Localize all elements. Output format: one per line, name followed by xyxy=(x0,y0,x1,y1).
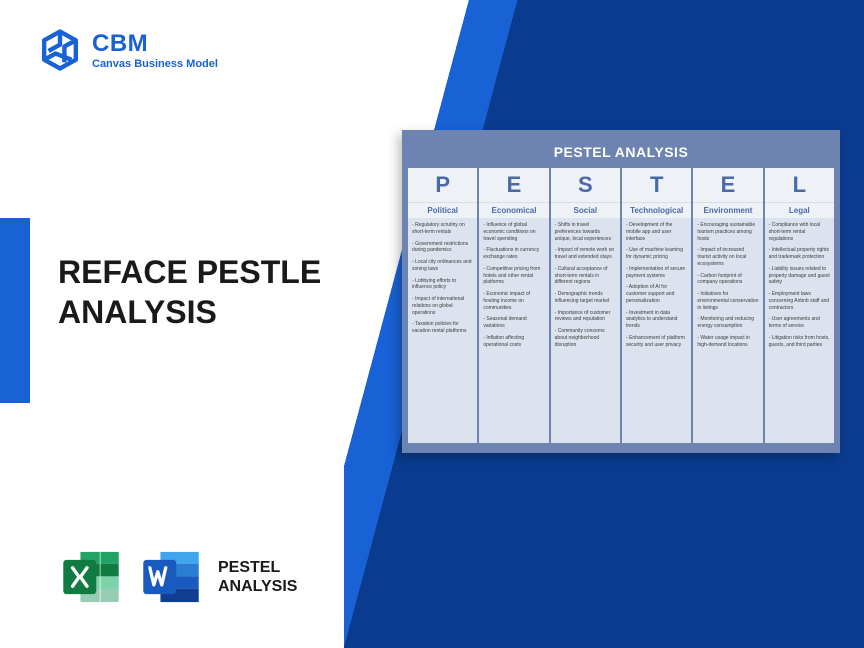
list-item: Inflation affecting operational costs xyxy=(483,335,544,349)
list-item: Initiatives for environmental conservati… xyxy=(697,291,758,311)
list-item: Intellectual property rights and tradema… xyxy=(769,247,830,261)
list-item: Importance of customer reviews and reput… xyxy=(555,310,616,324)
list-item: User agreements and terms of service xyxy=(769,316,830,330)
list-item: Water usage impact in high-demand locati… xyxy=(697,335,758,349)
column-items: Shifts in travel preferences towards uni… xyxy=(551,218,620,443)
cbm-logo-icon xyxy=(38,28,82,72)
excel-icon xyxy=(58,544,124,610)
column-items: Influence of global economic conditions … xyxy=(479,218,548,443)
list-item: Regulatory scrutiny on short-term rental… xyxy=(412,222,473,236)
list-item: Encouraging sustainable tourism practice… xyxy=(697,222,758,242)
column-letter: L xyxy=(765,168,834,202)
title-line-2: ANALYSIS xyxy=(58,292,321,332)
column-letter: P xyxy=(408,168,477,202)
list-item: Influence of global economic conditions … xyxy=(483,222,544,242)
pestel-grid: PPolitical Regulatory scrutiny on short-t… xyxy=(408,168,834,443)
pestel-column: TTechnological Development of the mobile … xyxy=(622,168,691,443)
accent-bar xyxy=(0,218,30,403)
list-item: Community concerns about neighborhood di… xyxy=(555,328,616,348)
list-item: Compliance with local short-term rental … xyxy=(769,222,830,242)
list-item: Impact of remote work on travel and exte… xyxy=(555,247,616,261)
pestel-column: EEconomical Influence of global economic … xyxy=(479,168,548,443)
list-item: Impact of increased tourist activity on … xyxy=(697,247,758,267)
list-item: Government restrictions during pandemics xyxy=(412,241,473,255)
list-item: Economic impact of hosting income on com… xyxy=(483,291,544,311)
list-item: Fluctuations in currency exchange rates xyxy=(483,247,544,261)
pestel-column: SSocial Shifts in travel preferences towa… xyxy=(551,168,620,443)
list-item: Seasonal demand variations xyxy=(483,316,544,330)
column-items: Regulatory scrutiny on short-term rental… xyxy=(408,218,477,443)
pestel-column: LLegal Compliance with local short-term r… xyxy=(765,168,834,443)
list-item: Employment laws concerning Airbnb staff … xyxy=(769,291,830,311)
list-item: Cultural acceptance of short-term rental… xyxy=(555,266,616,286)
column-name: Legal xyxy=(765,202,834,218)
column-name: Technological xyxy=(622,202,691,218)
word-icon xyxy=(138,544,204,610)
list-item: Monitoring and reducing energy consumpti… xyxy=(697,316,758,330)
footer-label: PESTEL ANALYSIS xyxy=(218,558,297,596)
card-title: PESTEL ANALYSIS xyxy=(408,138,834,168)
column-letter: T xyxy=(622,168,691,202)
list-item: Local city ordinances and zoning laws xyxy=(412,259,473,273)
title-line-1: REFACE PESTLE xyxy=(58,252,321,292)
list-item: Use of machine learning for dynamic pric… xyxy=(626,247,687,261)
column-letter: E xyxy=(479,168,548,202)
pestel-card: PESTEL ANALYSIS PPolitical Regulatory scr… xyxy=(402,130,840,453)
pestel-column: EEnvironment Encouraging sustainable tour… xyxy=(693,168,762,443)
list-item: Lobbying efforts to influence policy xyxy=(412,278,473,292)
list-item: Liability issues related to property dam… xyxy=(769,266,830,286)
column-name: Environment xyxy=(693,202,762,218)
column-name: Political xyxy=(408,202,477,218)
column-items: Encouraging sustainable tourism practice… xyxy=(693,218,762,443)
list-item: Implementation of secure payment systems xyxy=(626,266,687,280)
list-item: Adoption of AI for customer support and … xyxy=(626,284,687,304)
list-item: Enhancement of platform security and use… xyxy=(626,335,687,349)
column-name: Economical xyxy=(479,202,548,218)
footer-label-line-2: ANALYSIS xyxy=(218,577,297,596)
list-item: Demographic trends influencing target ma… xyxy=(555,291,616,305)
brand-text: CBM Canvas Business Model xyxy=(92,30,218,70)
list-item: Development of the mobile app and user i… xyxy=(626,222,687,242)
list-item: Carbon footprint of company operations xyxy=(697,273,758,287)
list-item: Impact of international relations on glo… xyxy=(412,296,473,316)
list-item: Taxation policies for vacation rental pl… xyxy=(412,321,473,335)
list-item: Shifts in travel preferences towards uni… xyxy=(555,222,616,242)
column-letter: S xyxy=(551,168,620,202)
column-letter: E xyxy=(693,168,762,202)
column-name: Social xyxy=(551,202,620,218)
column-items: Development of the mobile app and user i… xyxy=(622,218,691,443)
list-item: Competitive pricing from hotels and othe… xyxy=(483,266,544,286)
page-title: REFACE PESTLE ANALYSIS xyxy=(58,252,321,332)
column-items: Compliance with local short-term rental … xyxy=(765,218,834,443)
list-item: Litigation risks from hosts, guests, and… xyxy=(769,335,830,349)
pestel-column: PPolitical Regulatory scrutiny on short-t… xyxy=(408,168,477,443)
brand-header: CBM Canvas Business Model xyxy=(38,28,218,72)
footer-label-line-1: PESTEL xyxy=(218,558,297,577)
list-item: Investment in data analytics to understa… xyxy=(626,310,687,330)
brand-name: CBM xyxy=(92,30,218,58)
footer: PESTEL ANALYSIS xyxy=(58,544,297,610)
brand-tagline: Canvas Business Model xyxy=(92,58,218,70)
